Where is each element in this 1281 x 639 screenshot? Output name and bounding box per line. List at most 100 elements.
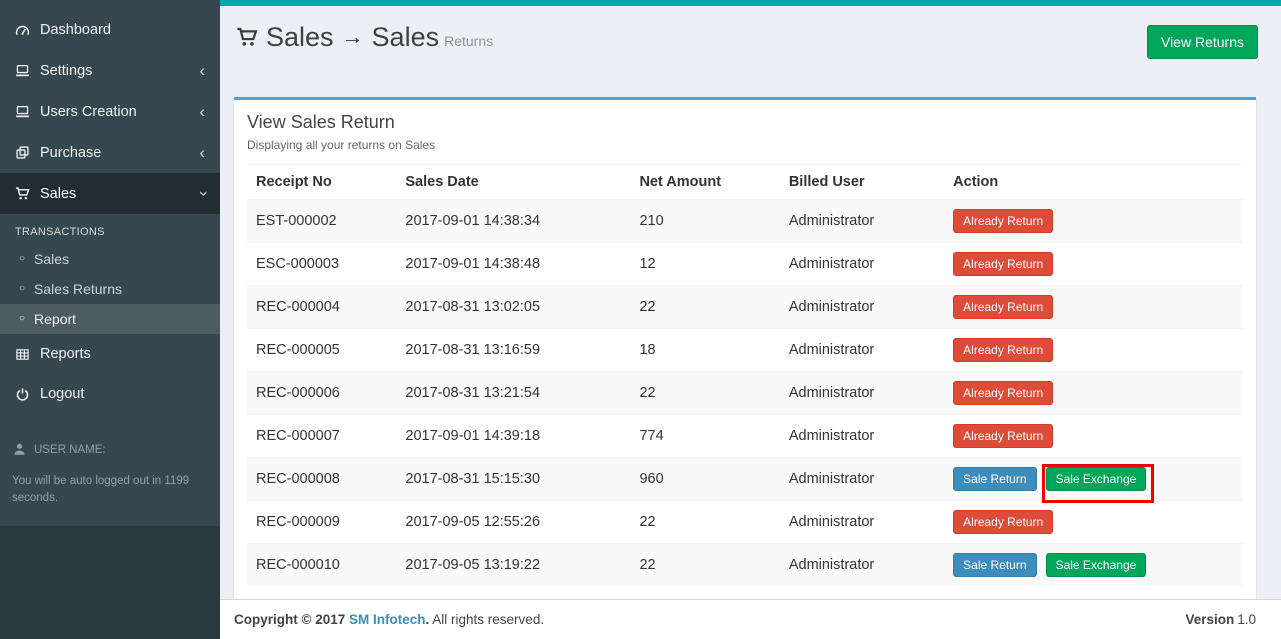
table-header-row: Receipt No Sales Date Net Amount Billed …	[247, 164, 1243, 201]
cell-billed-user: Administrator	[779, 543, 945, 587]
sidebar-item-sales[interactable]: Sales ‹	[0, 173, 220, 214]
content-area: View Sales Return Displaying all your re…	[220, 97, 1281, 600]
panel-subtitle: Displaying all your returns on Sales	[247, 138, 436, 153]
cart-icon	[15, 186, 30, 201]
already-return-button[interactable]: Already Return	[953, 209, 1054, 234]
table-row: REC-000006 2017-08-31 13:21:54 22 Admini…	[247, 371, 1243, 415]
cell-net-amount: 774	[630, 414, 780, 458]
cell-billed-user: Administrator	[779, 199, 945, 243]
rights-label: All rights reserved.	[432, 612, 545, 628]
cell-sales-date: 2017-08-31 13:16:59	[396, 328, 631, 372]
chevron-down-icon: ‹	[192, 190, 212, 197]
circle-icon: ○	[19, 283, 26, 294]
sale-return-button[interactable]: Sale Return	[953, 467, 1037, 492]
user-name-label: USER NAME:	[34, 443, 106, 456]
sidebar-item-users-creation[interactable]: Users Creation ‹	[0, 91, 220, 132]
already-return-button[interactable]: Already Return	[953, 338, 1054, 363]
table-row: REC-000005 2017-08-31 13:16:59 18 Admini…	[247, 328, 1243, 372]
table-row: REC-000007 2017-09-01 14:39:18 774 Admin…	[247, 414, 1243, 458]
table-row: REC-000009 2017-09-05 12:55:26 22 Admini…	[247, 500, 1243, 544]
cell-net-amount: 22	[630, 285, 780, 329]
cell-billed-user: Administrator	[779, 285, 945, 329]
table-row: REC-000004 2017-08-31 13:02:05 22 Admini…	[247, 285, 1243, 329]
table-row: REC-000008 2017-08-31 15:15:30 960 Admin…	[247, 457, 1243, 504]
cell-action: Already Return	[944, 371, 1243, 415]
sidebar-subitem-report[interactable]: ○ Report	[0, 304, 220, 334]
sidebar-section-transactions: TRANSACTIONS	[15, 226, 105, 238]
sidebar-item-label: Purchase	[40, 144, 102, 161]
cell-receipt-no: REC-000004	[247, 285, 397, 329]
cell-receipt-no: REC-000010	[247, 543, 397, 587]
cell-receipt-no: EST-000002	[247, 199, 397, 243]
already-return-button[interactable]: Already Return	[953, 424, 1054, 449]
circle-icon: ○	[19, 313, 26, 324]
already-return-button[interactable]: Already Return	[953, 381, 1054, 406]
sidebar-item-label: Settings	[40, 62, 93, 79]
sidebar-item-label: Sales	[40, 185, 77, 202]
cell-sales-date: 2017-08-31 13:02:05	[396, 285, 631, 329]
table-row: ESC-000003 2017-09-01 14:38:48 12 Admini…	[247, 242, 1243, 286]
cell-action: Already Return	[944, 199, 1243, 243]
copyright-period: .	[425, 612, 430, 628]
already-return-button[interactable]: Already Return	[953, 510, 1054, 535]
cell-net-amount: 22	[630, 371, 780, 415]
circle-icon: ○	[19, 253, 26, 264]
cell-sales-date: 2017-09-05 13:19:22	[396, 543, 631, 587]
already-return-button[interactable]: Already Return	[953, 252, 1054, 277]
cart-icon	[235, 24, 259, 46]
view-returns-button[interactable]: View Returns	[1146, 24, 1258, 59]
panel-title: View Sales Return	[247, 112, 395, 133]
brand-link[interactable]: SM Infotech	[349, 612, 426, 628]
arrow-right-icon: →	[341, 23, 364, 49]
cell-net-amount: 18	[630, 328, 780, 372]
sidebar-item-label: Dashboard	[40, 22, 111, 38]
cell-billed-user: Administrator	[779, 371, 945, 415]
version-label: Version	[1185, 612, 1235, 628]
cell-net-amount: 210	[630, 199, 780, 243]
page-title: Sales → Sales Returns	[235, 22, 493, 53]
cell-action: Sale Return Sale Exchange	[944, 457, 1243, 504]
sidebar-subitem-label: Sales Returns	[34, 281, 122, 297]
sales-returns-table: Receipt No Sales Date Net Amount Billed …	[247, 164, 1243, 587]
sidebar-item-label: Logout	[40, 386, 85, 402]
cell-receipt-no: REC-000007	[247, 414, 397, 458]
cell-action: Already Return	[944, 500, 1243, 544]
sale-exchange-button[interactable]: Sale Exchange	[1045, 467, 1147, 492]
cell-sales-date: 2017-09-01 14:38:48	[396, 242, 631, 286]
cell-receipt-no: ESC-000003	[247, 242, 397, 286]
cell-action: Sale Return Sale Exchange	[944, 543, 1243, 587]
already-return-button[interactable]: Already Return	[953, 295, 1054, 320]
cell-action: Already Return	[944, 328, 1243, 372]
chevron-left-icon: ‹	[199, 102, 205, 121]
breadcrumb-suffix: Returns	[444, 32, 494, 49]
version-value: 1.0	[1237, 612, 1256, 628]
sale-exchange-button[interactable]: Sale Exchange	[1045, 553, 1147, 578]
cell-billed-user: Administrator	[779, 457, 945, 501]
user-icon	[12, 442, 27, 457]
content-header: Sales → Sales Returns View Returns	[220, 6, 1281, 97]
sidebar-item-settings[interactable]: Settings ‹	[0, 50, 220, 91]
cell-billed-user: Administrator	[779, 500, 945, 544]
column-header-action: Action	[944, 164, 1243, 201]
sidebar-item-purchase[interactable]: Purchase ‹	[0, 132, 220, 173]
sidebar-item-logout[interactable]: Logout	[0, 374, 220, 414]
monitor-icon	[15, 63, 30, 78]
breadcrumb-primary: Sales	[266, 21, 334, 52]
column-header-sales-date: Sales Date	[396, 164, 631, 201]
power-icon	[15, 387, 30, 402]
sidebar-subitem-sales-returns[interactable]: ○ Sales Returns	[0, 274, 220, 304]
cell-sales-date: 2017-08-31 15:15:30	[396, 457, 631, 501]
cell-sales-date: 2017-09-01 14:38:34	[396, 199, 631, 243]
cell-net-amount: 960	[630, 457, 780, 501]
cell-sales-date: 2017-09-01 14:39:18	[396, 414, 631, 458]
sidebar-item-label: Reports	[40, 346, 91, 362]
sidebar-item-dashboard[interactable]: Dashboard	[0, 10, 220, 50]
panel-body: Receipt No Sales Date Net Amount Billed …	[234, 160, 1256, 599]
sale-return-button[interactable]: Sale Return	[953, 553, 1037, 578]
cell-action: Already Return	[944, 414, 1243, 458]
table-row: REC-000010 2017-09-05 13:19:22 22 Admini…	[247, 543, 1243, 587]
sidebar-item-reports[interactable]: Reports	[0, 334, 220, 374]
sidebar-subitem-sales[interactable]: ○ Sales	[0, 244, 220, 274]
auto-logout-note: You will be auto logged out in 1199 seco…	[12, 475, 190, 505]
column-header-billed-user: Billed User	[779, 164, 945, 201]
